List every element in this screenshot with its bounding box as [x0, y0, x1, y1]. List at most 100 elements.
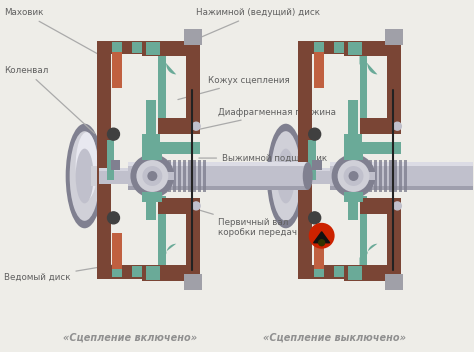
Bar: [334, 42, 344, 54]
Bar: [345, 160, 347, 192]
Bar: [379, 160, 383, 192]
Ellipse shape: [76, 149, 93, 203]
Bar: [314, 266, 324, 277]
Circle shape: [344, 166, 364, 186]
Bar: [160, 162, 200, 174]
Bar: [385, 274, 403, 290]
Circle shape: [108, 128, 119, 140]
Bar: [198, 160, 201, 192]
Ellipse shape: [267, 124, 305, 228]
Bar: [146, 266, 160, 279]
Circle shape: [319, 240, 325, 246]
Circle shape: [130, 154, 174, 198]
Bar: [158, 55, 166, 120]
Bar: [128, 162, 308, 190]
Bar: [146, 100, 156, 138]
Bar: [138, 160, 141, 192]
Bar: [329, 162, 474, 190]
Bar: [347, 42, 362, 56]
Bar: [97, 265, 148, 278]
Circle shape: [309, 212, 321, 224]
Bar: [178, 160, 181, 192]
Bar: [160, 142, 200, 154]
Text: Диафрагменная пружина: Диафрагменная пружина: [198, 108, 336, 130]
Bar: [347, 100, 357, 138]
Circle shape: [137, 160, 168, 192]
Ellipse shape: [66, 124, 103, 228]
Bar: [173, 160, 176, 192]
Bar: [142, 192, 162, 202]
Bar: [158, 160, 161, 192]
Bar: [112, 52, 122, 88]
Circle shape: [192, 122, 200, 130]
Bar: [132, 266, 142, 277]
Bar: [99, 168, 128, 171]
Bar: [365, 160, 367, 192]
Bar: [203, 160, 206, 192]
Bar: [387, 40, 401, 122]
Text: Коленвал: Коленвал: [4, 66, 94, 133]
Polygon shape: [158, 55, 176, 74]
Circle shape: [309, 223, 335, 249]
Bar: [355, 160, 357, 192]
Ellipse shape: [303, 162, 313, 190]
Bar: [292, 166, 308, 186]
Text: «Сцепление включено»: «Сцепление включено»: [64, 332, 198, 342]
Bar: [344, 150, 364, 160]
Text: Нажимной (ведущий) диск: Нажимной (ведущий) диск: [161, 8, 320, 54]
Bar: [300, 168, 329, 171]
Circle shape: [348, 171, 358, 181]
Bar: [107, 140, 115, 180]
Bar: [329, 186, 474, 190]
Polygon shape: [359, 244, 377, 268]
Bar: [387, 200, 401, 276]
Bar: [110, 160, 120, 170]
Bar: [97, 40, 148, 55]
Bar: [344, 192, 364, 202]
Bar: [163, 160, 166, 192]
Bar: [390, 160, 392, 192]
Bar: [312, 160, 322, 170]
Bar: [359, 118, 401, 134]
Polygon shape: [359, 55, 377, 74]
Circle shape: [142, 166, 162, 186]
Bar: [142, 150, 162, 160]
Bar: [97, 40, 110, 278]
Bar: [359, 160, 363, 192]
Circle shape: [192, 202, 200, 210]
Bar: [359, 196, 367, 268]
Ellipse shape: [76, 132, 98, 200]
Ellipse shape: [277, 149, 295, 203]
Bar: [146, 182, 156, 220]
Bar: [298, 40, 312, 278]
Bar: [184, 29, 202, 44]
Bar: [99, 168, 128, 184]
Bar: [158, 118, 200, 134]
Circle shape: [309, 128, 321, 140]
Bar: [183, 160, 186, 192]
Bar: [314, 233, 324, 269]
Bar: [186, 40, 200, 122]
Bar: [193, 160, 196, 192]
Bar: [188, 160, 191, 192]
Bar: [359, 198, 401, 214]
Circle shape: [147, 171, 157, 181]
Text: Кожух сцепления: Кожух сцепления: [178, 76, 290, 100]
Bar: [132, 42, 142, 54]
Bar: [112, 233, 122, 269]
Bar: [362, 162, 401, 174]
Bar: [334, 266, 344, 277]
Bar: [394, 160, 397, 192]
Circle shape: [337, 160, 369, 192]
Bar: [298, 265, 349, 278]
Ellipse shape: [70, 131, 100, 221]
Bar: [314, 52, 324, 88]
Bar: [359, 55, 367, 120]
Polygon shape: [314, 232, 329, 243]
Bar: [385, 29, 403, 44]
Text: Ведомый диск: Ведомый диск: [4, 265, 112, 282]
Bar: [347, 182, 357, 220]
Bar: [374, 160, 377, 192]
Bar: [146, 42, 160, 56]
Bar: [349, 160, 353, 192]
